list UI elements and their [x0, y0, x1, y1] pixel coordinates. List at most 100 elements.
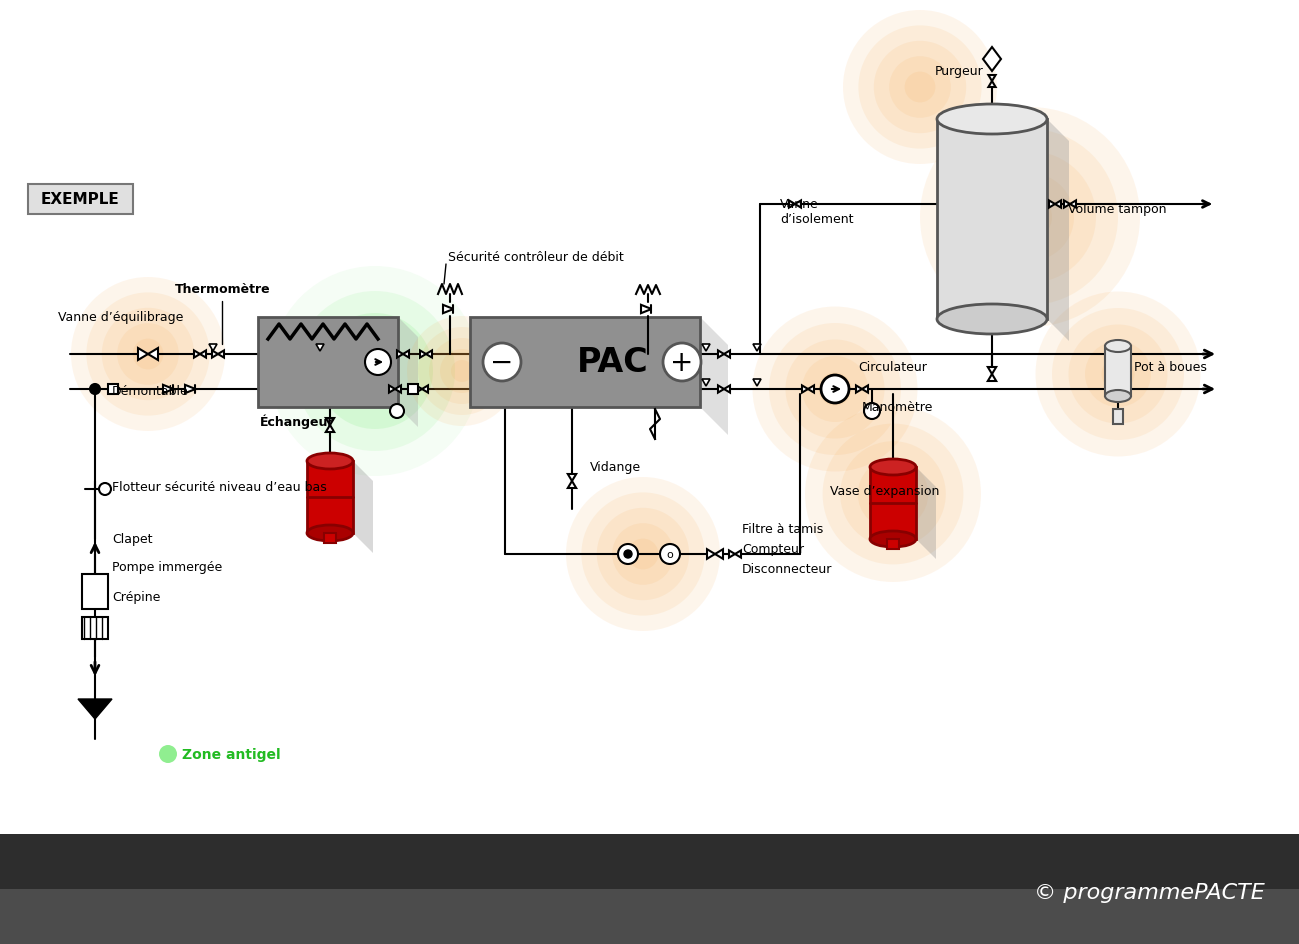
Circle shape [859, 26, 982, 149]
Circle shape [132, 339, 164, 370]
Circle shape [857, 460, 929, 530]
Circle shape [483, 344, 521, 381]
Circle shape [874, 42, 966, 134]
Circle shape [818, 373, 852, 406]
Bar [1113, 410, 1124, 425]
Polygon shape [640, 306, 652, 313]
Ellipse shape [870, 531, 916, 548]
Circle shape [1102, 358, 1134, 391]
Polygon shape [316, 345, 323, 351]
Polygon shape [987, 367, 996, 375]
Polygon shape [397, 351, 403, 358]
Bar [408, 384, 418, 395]
Polygon shape [987, 375, 996, 381]
Polygon shape [78, 700, 112, 719]
Polygon shape [729, 550, 735, 558]
Polygon shape [714, 549, 724, 559]
Ellipse shape [937, 305, 1047, 334]
Polygon shape [1064, 201, 1070, 209]
Circle shape [582, 493, 704, 615]
Circle shape [624, 550, 633, 559]
Circle shape [876, 477, 911, 512]
Circle shape [317, 313, 433, 430]
Text: Thermomètre: Thermomètre [175, 283, 270, 296]
Text: PAC: PAC [577, 346, 648, 379]
Polygon shape [200, 351, 207, 358]
Circle shape [1069, 325, 1168, 424]
Bar [82, 574, 108, 610]
Circle shape [627, 539, 659, 570]
Polygon shape [707, 549, 714, 559]
Polygon shape [916, 467, 937, 560]
Circle shape [440, 349, 485, 394]
Circle shape [407, 316, 517, 427]
Text: EXEMPLE: EXEMPLE [40, 193, 120, 208]
Polygon shape [1055, 201, 1061, 209]
Polygon shape [863, 386, 868, 394]
Circle shape [618, 545, 638, 565]
Circle shape [822, 424, 964, 565]
Polygon shape [724, 351, 730, 358]
Polygon shape [138, 348, 148, 361]
Polygon shape [701, 379, 711, 387]
Text: Échangeur: Échangeur [260, 414, 335, 429]
Circle shape [890, 58, 951, 119]
Polygon shape [403, 351, 409, 358]
Text: Vanne
d’isolement: Vanne d’isolement [779, 198, 853, 226]
Polygon shape [420, 351, 426, 358]
Circle shape [566, 478, 720, 632]
Polygon shape [718, 351, 724, 358]
Text: +: + [670, 348, 694, 377]
Ellipse shape [870, 460, 916, 476]
Polygon shape [353, 462, 373, 553]
Circle shape [158, 745, 177, 763]
Polygon shape [701, 345, 711, 351]
Text: Sécurité contrôleur de débit: Sécurité contrôleur de débit [448, 251, 624, 264]
Text: o: o [666, 549, 673, 560]
Ellipse shape [307, 526, 353, 542]
Bar [323, 533, 336, 544]
Text: Pompe immergée: Pompe immergée [112, 561, 222, 574]
Bar [29, 185, 132, 215]
Polygon shape [568, 481, 577, 488]
Circle shape [117, 324, 179, 385]
Circle shape [612, 524, 674, 585]
Circle shape [390, 405, 404, 418]
Ellipse shape [1105, 391, 1131, 402]
Circle shape [270, 267, 481, 477]
Polygon shape [395, 386, 401, 394]
Circle shape [295, 292, 455, 451]
Circle shape [942, 130, 1118, 306]
Bar [470, 318, 700, 408]
Circle shape [986, 174, 1074, 261]
Polygon shape [326, 426, 334, 432]
Polygon shape [1070, 201, 1076, 209]
Text: Manomètre: Manomètre [863, 401, 934, 414]
Polygon shape [856, 386, 863, 394]
Text: © programmePACTE: © programmePACTE [1034, 882, 1265, 902]
Polygon shape [568, 475, 577, 481]
Bar [0, 889, 1299, 944]
Ellipse shape [1105, 341, 1131, 353]
Polygon shape [989, 82, 995, 88]
Text: Disconnecteur: Disconnecteur [742, 563, 833, 576]
Circle shape [99, 483, 110, 496]
Polygon shape [397, 318, 418, 428]
Bar [937, 120, 1047, 320]
Polygon shape [808, 386, 814, 394]
Polygon shape [218, 351, 223, 358]
Bar [870, 467, 916, 539]
Circle shape [429, 339, 495, 405]
Polygon shape [162, 385, 174, 394]
Circle shape [365, 349, 391, 376]
Circle shape [752, 307, 917, 472]
Polygon shape [753, 345, 761, 351]
Polygon shape [212, 351, 218, 358]
Polygon shape [416, 386, 422, 394]
Circle shape [1052, 309, 1183, 441]
Text: Crépine: Crépine [112, 591, 160, 604]
Polygon shape [209, 345, 217, 351]
Polygon shape [989, 76, 995, 82]
Polygon shape [983, 48, 1002, 72]
Circle shape [801, 357, 868, 423]
